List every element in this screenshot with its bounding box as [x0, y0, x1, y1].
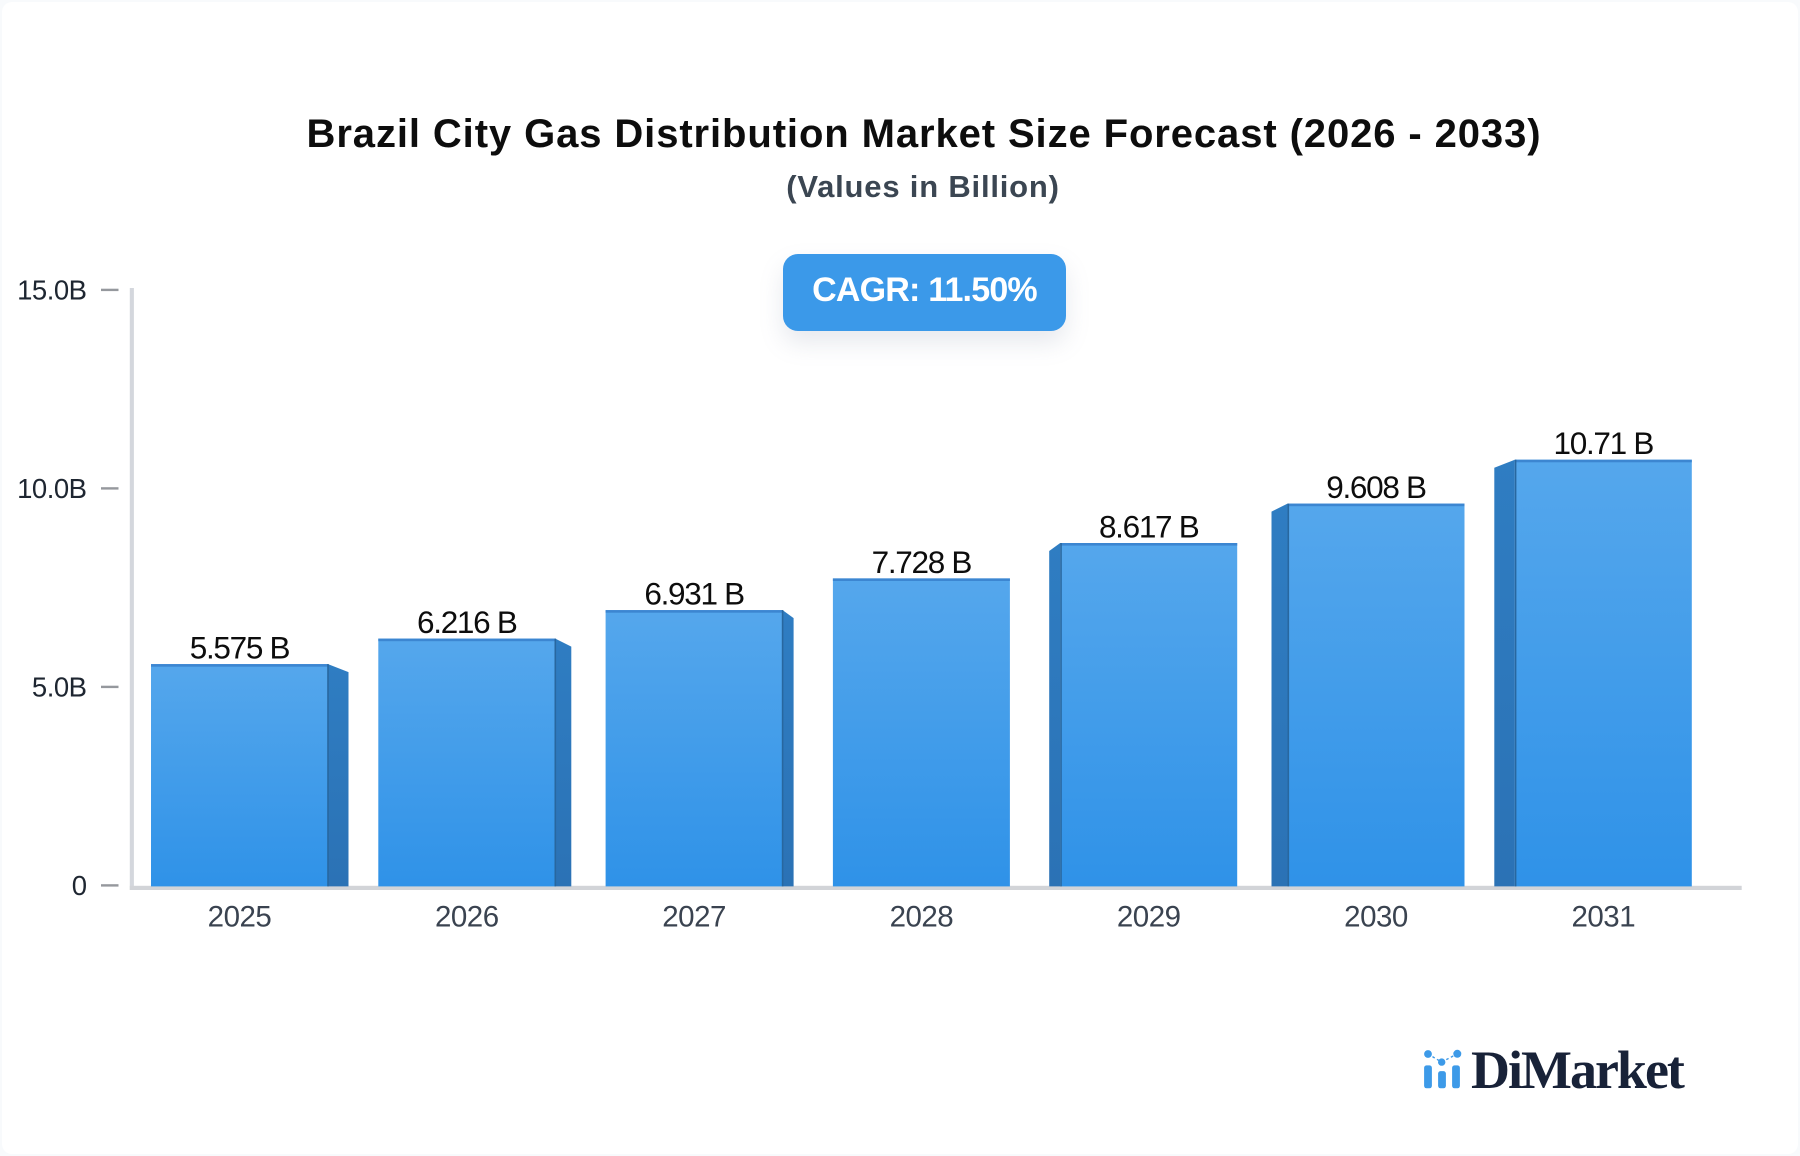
- svg-text:9.608 B: 9.608 B: [1326, 469, 1426, 505]
- svg-text:5.575 B: 5.575 B: [190, 630, 290, 666]
- svg-text:15.0B: 15.0B: [17, 275, 86, 306]
- svg-text:10.71 B: 10.71 B: [1554, 425, 1654, 461]
- svg-text:2027: 2027: [662, 901, 726, 934]
- svg-text:2029: 2029: [1117, 901, 1181, 934]
- svg-text:2026: 2026: [435, 901, 499, 934]
- svg-text:10.0B: 10.0B: [17, 473, 86, 504]
- svg-text:2025: 2025: [208, 901, 272, 934]
- svg-text:2028: 2028: [890, 901, 954, 934]
- svg-text:5.0B: 5.0B: [32, 672, 87, 703]
- svg-text:6.931 B: 6.931 B: [644, 576, 744, 612]
- svg-text:8.617 B: 8.617 B: [1099, 509, 1199, 545]
- svg-text:0: 0: [72, 870, 87, 901]
- svg-text:6.216 B: 6.216 B: [417, 604, 517, 640]
- svg-text:7.728 B: 7.728 B: [872, 544, 972, 580]
- svg-text:2030: 2030: [1344, 901, 1408, 934]
- svg-text:2031: 2031: [1571, 901, 1635, 934]
